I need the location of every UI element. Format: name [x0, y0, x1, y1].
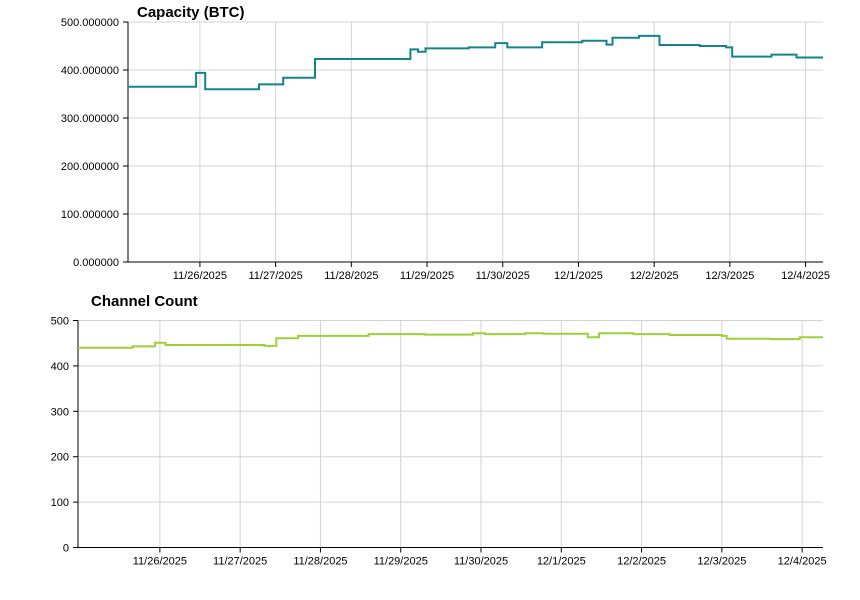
- x-tick-label: 11/26/2025: [133, 556, 187, 568]
- y-tick-label: 500: [51, 316, 69, 328]
- x-tick-label: 12/3/2025: [697, 556, 746, 568]
- x-tick-label: 11/28/2025: [293, 556, 347, 568]
- y-tick-label: 400.000000: [61, 65, 119, 77]
- capacity-chart-plot: 0.000000 100.000000 200.000000 300.000000 40…: [61, 17, 830, 282]
- x-tick-label: 12/1/2025: [554, 270, 603, 282]
- series-line: [128, 34, 823, 91]
- channel-count-chart-plot: 0 100 200 300 400 500 11/26/2025 11/27/2025 11/2…: [51, 316, 827, 568]
- x-tick-label: 12/3/2025: [705, 270, 754, 282]
- y-tick-label: 200: [51, 452, 69, 464]
- x-tick-label: 11/30/2025: [476, 270, 530, 282]
- y-tick-label: 0.000000: [73, 257, 119, 269]
- y-tick-label: 500.000000: [61, 17, 119, 29]
- x-tick-label: 11/27/2025: [249, 270, 303, 282]
- x-tick-label: 12/2/2025: [630, 270, 679, 282]
- x-tick-label: 11/27/2025: [213, 556, 267, 568]
- x-tick-label: 11/28/2025: [324, 270, 378, 282]
- capacity-chart: Capacity (BTC) 0.000000 100.000000 200.000…: [0, 0, 860, 290]
- channel-count-chart: Channel Count 0 100 200 300 400 500 11/26/2025…: [0, 290, 860, 600]
- y-tick-label: 300: [51, 406, 69, 418]
- x-tick-label: 11/26/2025: [173, 270, 227, 282]
- y-tick-label: 300.000000: [61, 113, 119, 125]
- x-tick-label: 11/29/2025: [400, 270, 454, 282]
- x-tick-label: 12/1/2025: [537, 556, 586, 568]
- x-tick-label: 12/4/2025: [778, 556, 827, 568]
- y-tick-label: 100: [51, 497, 69, 509]
- x-tick-label: 12/4/2025: [781, 270, 830, 282]
- channel-count-chart-title: Channel Count: [91, 293, 198, 310]
- y-tick-label: 200.000000: [61, 161, 119, 173]
- series-line: [78, 332, 823, 349]
- y-tick-label: 400: [51, 361, 69, 373]
- y-tick-label: 0: [63, 543, 69, 555]
- capacity-chart-title: Capacity (BTC): [137, 4, 245, 21]
- x-tick-label: 12/2/2025: [617, 556, 666, 568]
- x-tick-label: 11/29/2025: [374, 556, 428, 568]
- x-tick-label: 11/30/2025: [454, 556, 508, 568]
- y-tick-label: 100.000000: [61, 209, 119, 221]
